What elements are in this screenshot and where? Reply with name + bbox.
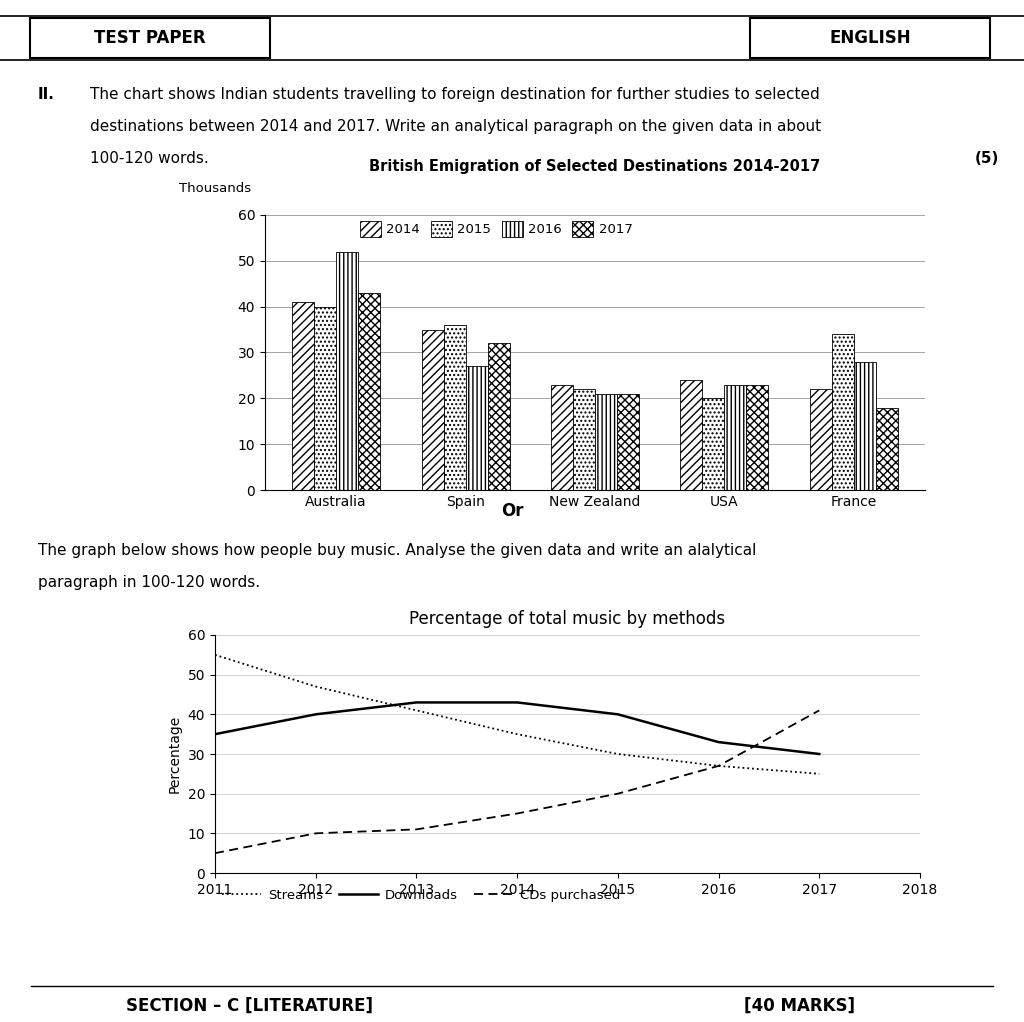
Bar [292, 303, 314, 490]
Bar [443, 325, 466, 490]
Bar [551, 384, 573, 490]
Bar [487, 343, 510, 490]
Title: Percentage of total music by methods: Percentage of total music by methods [410, 610, 726, 628]
Bar [831, 334, 854, 490]
Bar [314, 307, 336, 490]
Bar [30, 18, 270, 58]
Text: [40 MARKS]: [40 MARKS] [744, 997, 855, 1015]
Text: Or: Or [501, 502, 523, 520]
Bar [746, 384, 768, 490]
Text: The graph below shows how people buy music. Analyse the given data and write an : The graph below shows how people buy mus… [38, 543, 757, 558]
Text: 100-120 words.: 100-120 words. [90, 151, 209, 166]
Bar [573, 389, 595, 490]
Y-axis label: Percentage: Percentage [168, 714, 182, 793]
Bar [336, 251, 358, 490]
Bar [358, 293, 380, 490]
Bar [466, 366, 487, 490]
Text: destinations between 2014 and 2017. Write an analytical paragraph on the given d: destinations between 2014 and 2017. Writ… [90, 119, 821, 134]
Text: paragraph in 100-120 words.: paragraph in 100-120 words. [38, 575, 260, 590]
Bar [680, 380, 702, 490]
Text: ENGLISH: ENGLISH [829, 29, 910, 47]
Bar [750, 18, 990, 58]
Bar [810, 389, 831, 490]
Text: The chart shows Indian students travelling to foreign destination for further st: The chart shows Indian students travelli… [90, 87, 820, 102]
Text: SECTION – C [LITERATURE]: SECTION – C [LITERATURE] [127, 997, 374, 1015]
Bar [854, 362, 876, 490]
Bar [617, 393, 639, 490]
Bar [876, 408, 898, 490]
Text: II.: II. [38, 87, 55, 102]
Bar [724, 384, 746, 490]
Title: British Emigration of Selected Destinations 2014-2017: British Emigration of Selected Destinati… [370, 158, 820, 174]
Text: (5): (5) [975, 151, 999, 166]
Bar [422, 329, 443, 490]
Bar [702, 399, 724, 490]
Legend: Streams, Downloads, CDs purchased: Streams, Downloads, CDs purchased [221, 889, 621, 902]
Text: Thousands: Thousands [179, 182, 251, 195]
Bar [595, 393, 617, 490]
Legend: 2014, 2015, 2016, 2017: 2014, 2015, 2016, 2017 [357, 219, 635, 239]
Text: TEST PAPER: TEST PAPER [94, 29, 206, 47]
